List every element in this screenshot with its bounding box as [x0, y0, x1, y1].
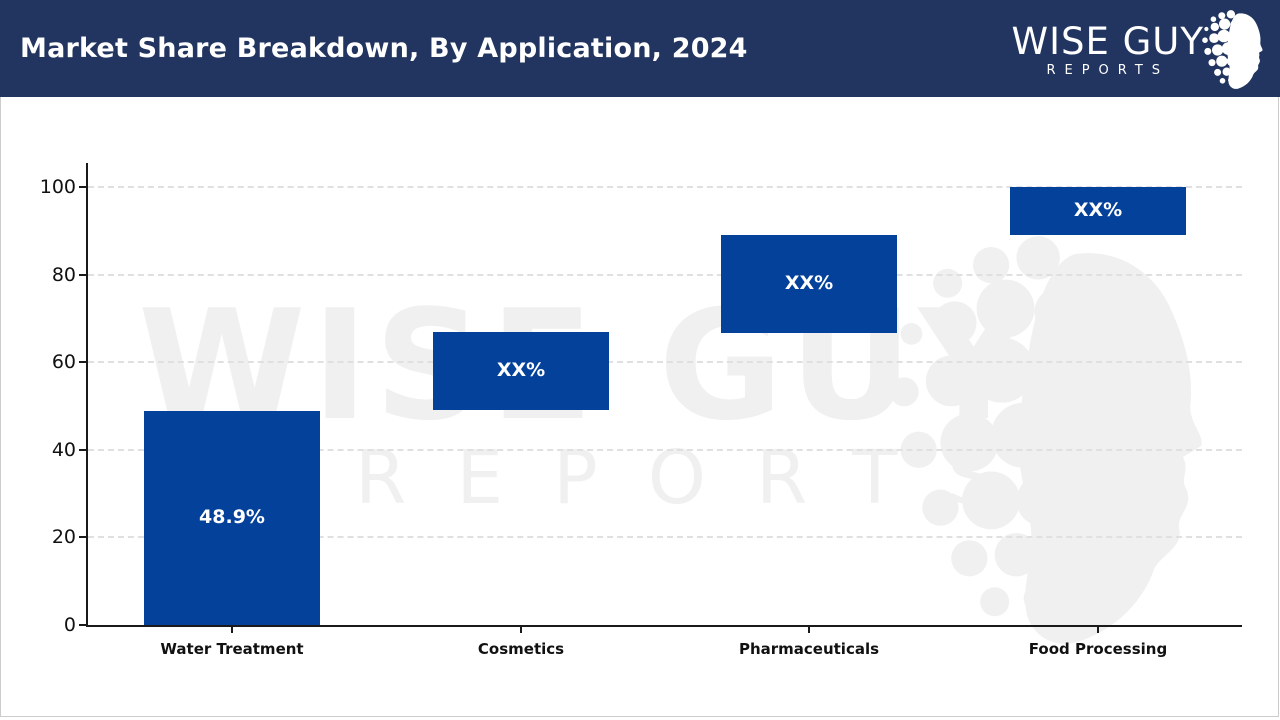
bar-segment: 48.9%	[144, 411, 320, 625]
gridline	[88, 361, 1242, 363]
x-axis-category-label: Food Processing	[1028, 640, 1168, 658]
x-axis-tick	[1097, 625, 1099, 633]
x-axis-category-label: Water Treatment	[160, 640, 304, 658]
gridline	[88, 449, 1242, 451]
y-axis-tick	[79, 536, 87, 538]
gridline	[88, 274, 1242, 276]
y-axis-tick-label: 60	[51, 351, 76, 373]
gridline	[88, 536, 1242, 538]
bar-value-label: XX%	[1073, 199, 1123, 221]
bar-value-label: 48.9%	[199, 506, 265, 528]
wise-guy-reports-logo: WISE GUY REPORTS	[1012, 6, 1266, 92]
y-axis-tick	[79, 624, 87, 626]
gridline	[88, 186, 1242, 188]
header-bar: Market Share Breakdown, By Application, …	[0, 0, 1280, 97]
x-axis-category-label: Cosmetics	[477, 640, 565, 658]
bar-value-label: XX%	[784, 272, 834, 294]
y-axis-spine	[86, 163, 88, 627]
y-axis-tick-label: 20	[51, 526, 76, 548]
x-axis-tick	[231, 625, 233, 633]
y-axis-tick	[79, 449, 87, 451]
x-axis-spine	[86, 625, 1242, 627]
bar-segment: XX%	[1010, 187, 1186, 235]
y-axis-tick-label: 80	[51, 264, 76, 286]
page-title: Market Share Breakdown, By Application, …	[20, 33, 748, 64]
bar-value-label: XX%	[496, 359, 546, 381]
y-axis-tick	[79, 361, 87, 363]
x-axis-tick	[808, 625, 810, 633]
y-axis-tick-label: 0	[63, 614, 76, 636]
logo-wordmark: WISE GUY	[1011, 20, 1204, 63]
logo-text: WISE GUY REPORTS	[1012, 22, 1204, 79]
y-axis-tick-label: 100	[39, 176, 76, 198]
y-axis-tick	[79, 186, 87, 188]
y-axis-tick-label: 40	[51, 439, 76, 461]
x-axis-tick	[520, 625, 522, 633]
y-axis-tick	[79, 274, 87, 276]
logo-subtitle: REPORTS	[1046, 63, 1170, 78]
canvas-border	[0, 97, 1279, 717]
x-axis-category-label: Pharmaceuticals	[738, 640, 880, 658]
bar-segment: XX%	[433, 332, 609, 410]
bar-segment: XX%	[721, 235, 897, 333]
